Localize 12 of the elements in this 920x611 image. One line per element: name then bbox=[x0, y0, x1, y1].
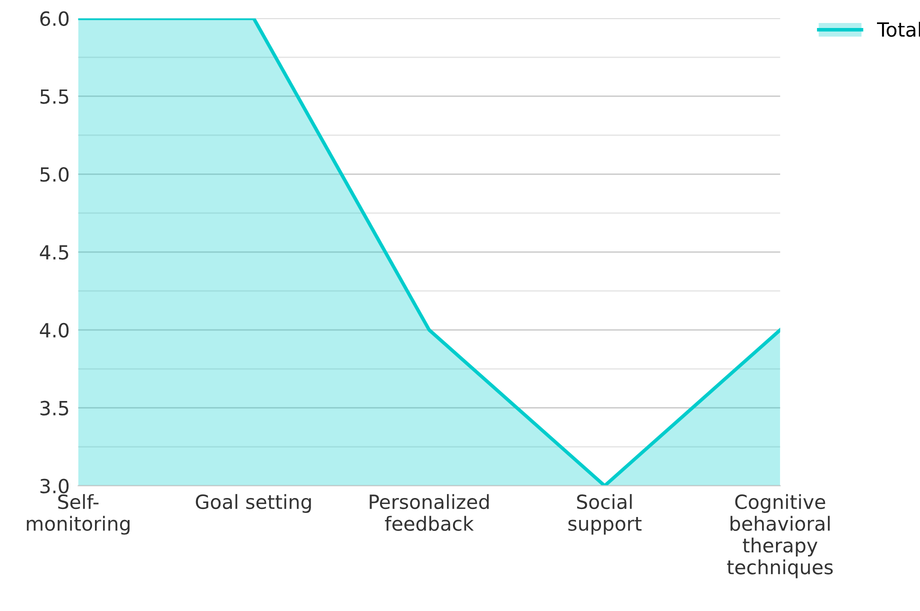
y-tick-label: 6.0 bbox=[40, 11, 69, 26]
y-tick-label: 3.0 bbox=[40, 478, 69, 494]
y-tick-label: 4.0 bbox=[40, 322, 69, 338]
y-tick-label: 3.5 bbox=[40, 400, 68, 416]
x-tick-label: Cognitive behavioral therapy techniques bbox=[727, 494, 833, 578]
x-tick-label: Goal setting bbox=[196, 494, 311, 513]
y-tick-label: 5.0 bbox=[40, 167, 69, 182]
y-tick-label: 4.5 bbox=[40, 245, 68, 260]
y-tick-label: 5.5 bbox=[40, 89, 68, 104]
x-tick-label: Personalized feedback bbox=[370, 494, 489, 531]
x-tick-label: Self-monitoring bbox=[26, 494, 130, 535]
x-tick-label: Social support bbox=[568, 494, 642, 535]
